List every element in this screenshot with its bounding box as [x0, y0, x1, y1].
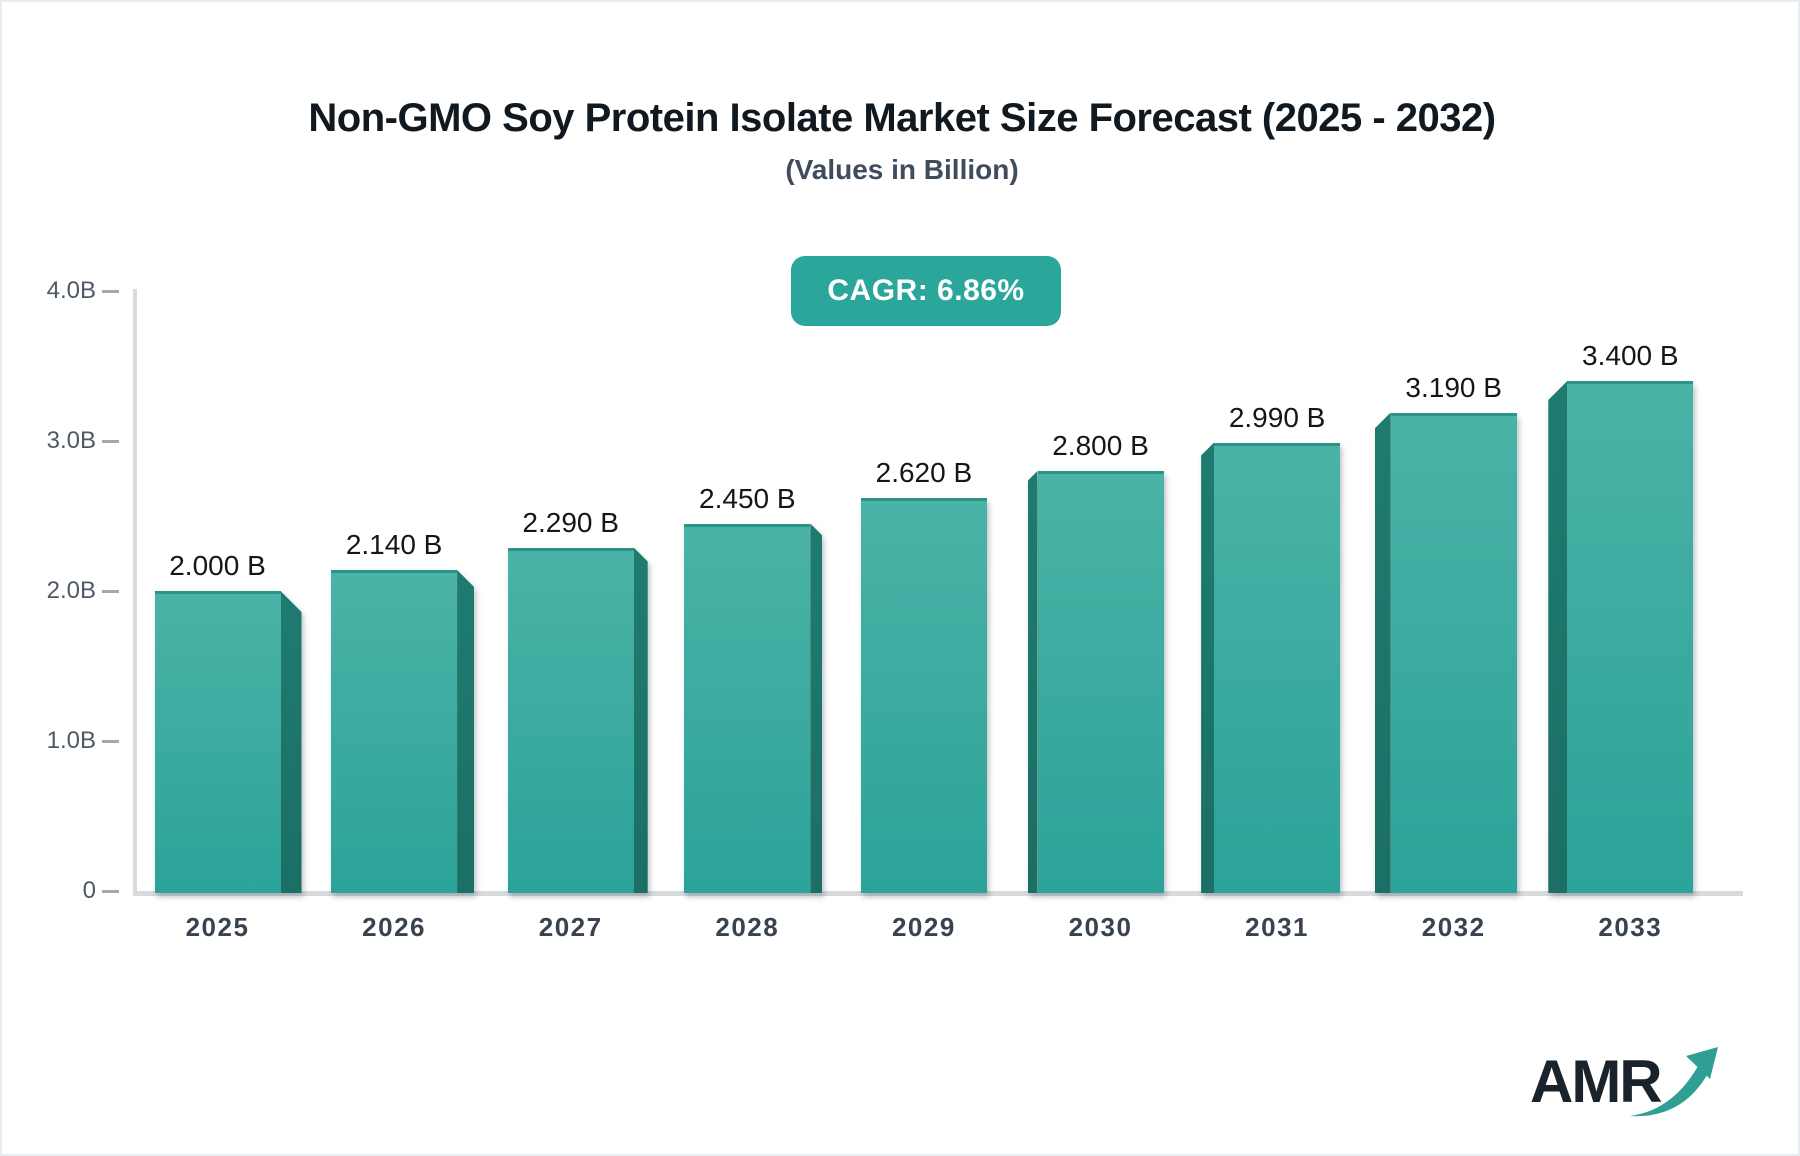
x-baseline	[133, 891, 1743, 896]
y-tick-mark	[102, 890, 119, 893]
bar-value-label: 3.190 B	[1405, 371, 1502, 403]
bar	[860, 498, 987, 893]
y-axis-line	[133, 289, 137, 891]
x-category-label: 2026	[362, 912, 427, 942]
bar-face	[1390, 412, 1517, 893]
bar	[154, 591, 302, 893]
bar-value-label: 2.620 B	[875, 457, 973, 488]
bar	[1027, 471, 1164, 893]
x-category-label: 2029	[891, 912, 956, 942]
x-category-label: 2031	[1245, 912, 1310, 942]
bar-side-panel	[1201, 442, 1215, 893]
bar-value-label: 2.000 B	[169, 550, 266, 581]
y-tick-mark	[102, 740, 119, 743]
x-category-label: 2032	[1421, 912, 1486, 942]
y-tick-mark	[102, 290, 119, 293]
x-category-label: 2030	[1068, 912, 1133, 942]
bar-value-label: 2.290 B	[522, 506, 619, 538]
bar-value-label: 2.800 B	[1052, 430, 1149, 461]
y-tick-mark	[102, 590, 119, 593]
bar-value-label: 2.450 B	[699, 482, 796, 514]
bar-side-panel	[280, 591, 302, 893]
x-category-label: 2028	[715, 912, 780, 942]
growth-arrow-icon	[1630, 1047, 1718, 1117]
x-category-label: 2025	[185, 912, 250, 942]
bar-side-panel	[1374, 412, 1391, 893]
y-tick-label: 0	[82, 877, 96, 904]
y-tick-label: 2.0B	[46, 577, 96, 604]
bar-side-panel	[1548, 381, 1568, 893]
y-tick-label: 1.0B	[46, 727, 96, 754]
amr-logo-text: AMR	[1530, 1048, 1662, 1115]
bar	[1374, 412, 1517, 893]
x-category-label: 2033	[1598, 912, 1663, 942]
bar-value-label: 2.140 B	[345, 529, 443, 560]
bar-face	[331, 570, 458, 893]
bar-value-label: 3.400 B	[1582, 340, 1679, 371]
bar-value-label: 2.990 B	[1228, 401, 1326, 433]
bar-face	[1567, 381, 1694, 893]
cagr-badge-label: CAGR: 6.86%	[827, 274, 1025, 307]
y-tick-label: 3.0B	[46, 427, 96, 454]
bar-face	[154, 591, 281, 893]
bar-side-panel	[1027, 471, 1038, 893]
bar	[331, 570, 475, 893]
y-tick-mark	[102, 440, 119, 443]
cagr-badge: CAGR: 6.86%	[791, 256, 1061, 326]
bar	[507, 547, 648, 893]
amr-logo: AMR	[1514, 1030, 1734, 1125]
bar-face	[1214, 442, 1341, 893]
bar-side-panel	[633, 547, 648, 893]
bar	[1201, 442, 1341, 893]
y-tick-label: 4.0B	[46, 277, 96, 304]
bar-face	[1037, 471, 1164, 893]
chart-subtitle: (Values in Billion)	[785, 154, 1019, 185]
x-category-label: 2027	[538, 912, 603, 942]
bar-face	[684, 523, 811, 893]
bar	[684, 523, 823, 893]
bar	[1548, 381, 1694, 893]
bar-side-panel	[810, 523, 823, 893]
chart-title: Non-GMO Soy Protein Isolate Market Size …	[308, 96, 1496, 140]
bar-face	[507, 547, 634, 893]
bar-face	[860, 498, 987, 893]
bar-side-panel	[457, 570, 475, 893]
